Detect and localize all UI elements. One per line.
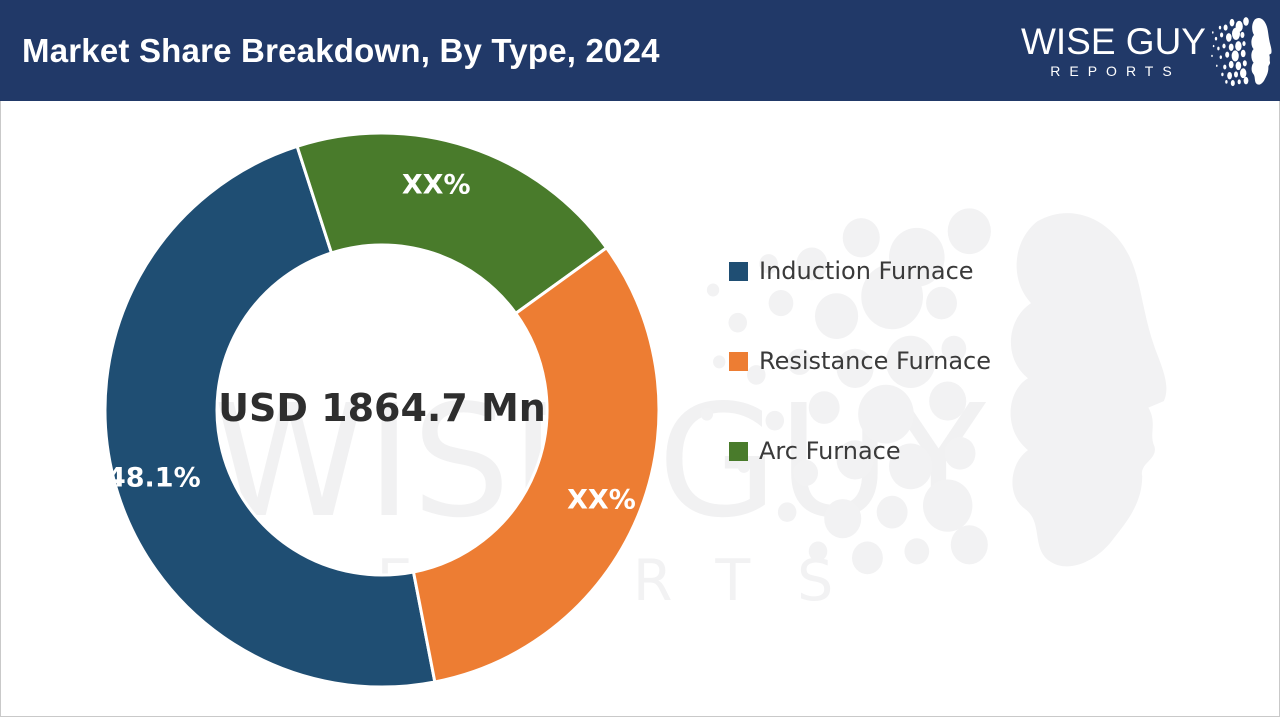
legend-label: Resistance Furnace [759,347,991,375]
page-title: Market Share Breakdown, By Type, 2024 [22,31,660,69]
slice-percentage-label: 48.1% [107,463,201,494]
legend-item-arc-furnace: Arc Furnace [729,437,991,465]
logo-sub-text: REPORTS [1050,63,1181,79]
logo-brand-text: WISE GUY [1020,21,1206,62]
slice-percentage-label: XX% [567,485,636,516]
legend-label: Induction Furnace [759,257,974,285]
logo-text: WISE GUY REPORTS [1021,23,1206,79]
header-bar: Market Share Breakdown, By Type, 2024 WI… [0,0,1280,101]
donut-slice-induction-furnace [103,144,437,689]
legend-swatch [729,261,748,281]
legend-item-induction-furnace: Induction Furnace [729,257,991,285]
wise-guy-logo: WISE GUY REPORTS [1021,13,1272,89]
legend-swatch [729,351,748,371]
donut-slice-resistance-furnace [411,246,661,684]
legend-item-resistance-furnace: Resistance Furnace [729,347,991,375]
legend-label: Arc Furnace [759,437,901,465]
donut-slice-arc-furnace [295,131,609,315]
chart-legend: Induction Furnace Resistance Furnace Arc F… [729,257,991,465]
slice-percentage-label: XX% [402,169,471,200]
donut-center-value: USD 1864.7 Mn [218,386,546,430]
legend-swatch [729,441,748,461]
